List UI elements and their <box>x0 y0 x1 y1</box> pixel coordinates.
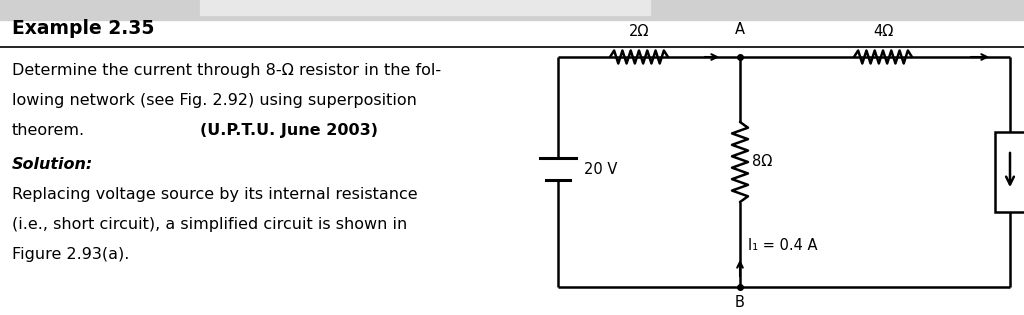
Text: (i.e., short circuit), a simplified circuit is shown in: (i.e., short circuit), a simplified circ… <box>12 217 408 232</box>
FancyBboxPatch shape <box>995 132 1024 212</box>
Text: lowing network (see Fig. 2.92) using superposition: lowing network (see Fig. 2.92) using sup… <box>12 93 417 108</box>
Text: Solution:: Solution: <box>12 157 93 172</box>
Text: B: B <box>735 295 744 310</box>
Text: Example 2.35: Example 2.35 <box>12 19 155 38</box>
Text: Replacing voltage source by its internal resistance: Replacing voltage source by its internal… <box>12 187 418 202</box>
Text: I₁ = 0.4 A: I₁ = 0.4 A <box>748 238 817 253</box>
Text: A: A <box>735 22 745 37</box>
Text: (U.P.T.U. June 2003): (U.P.T.U. June 2003) <box>200 123 378 138</box>
Text: 4Ω: 4Ω <box>872 24 893 39</box>
Bar <box>0 0 1024 20</box>
Text: 20 V: 20 V <box>584 162 617 176</box>
Text: 2Ω: 2Ω <box>629 24 649 39</box>
Text: Determine the current through 8-Ω resistor in the fol-: Determine the current through 8-Ω resist… <box>12 63 441 78</box>
Text: 8Ω: 8Ω <box>752 154 772 169</box>
Text: theorem.: theorem. <box>12 123 85 138</box>
Text: Figure 2.93(a).: Figure 2.93(a). <box>12 247 129 262</box>
Bar <box>200 0 650 15</box>
